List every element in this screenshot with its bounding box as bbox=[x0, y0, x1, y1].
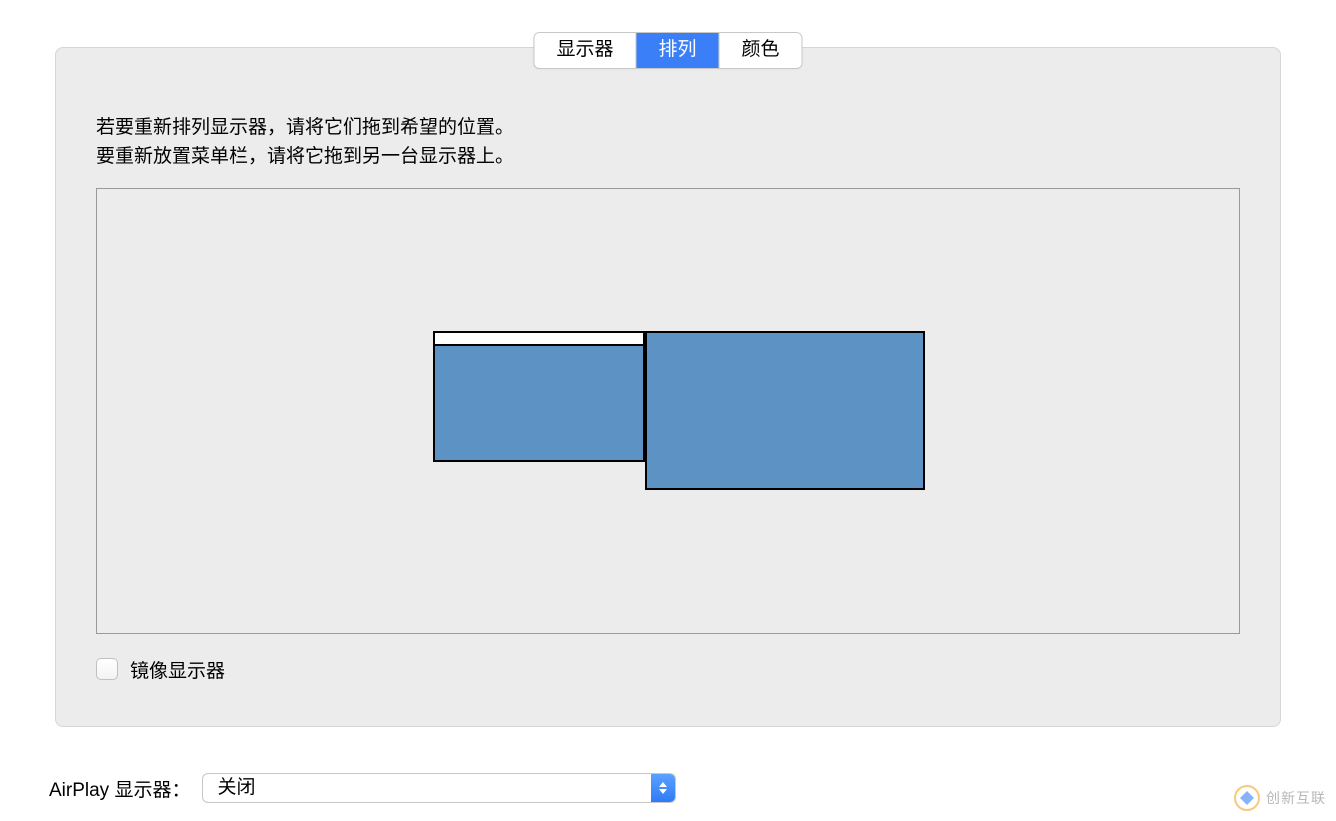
display-1[interactable] bbox=[433, 331, 645, 462]
airplay-label: AirPlay 显示器： bbox=[49, 775, 190, 802]
airplay-dropdown-button[interactable] bbox=[651, 774, 675, 802]
instruction-line-2: 要重新放置菜单栏，请将它拖到另一台显示器上。 bbox=[96, 142, 1240, 171]
mirror-displays-label: 镜像显示器 bbox=[130, 656, 225, 683]
arrangement-area[interactable] bbox=[96, 188, 1240, 634]
watermark: 创新互联 bbox=[1234, 785, 1326, 811]
tab-display[interactable]: 显示器 bbox=[534, 33, 636, 68]
chevron-up-icon bbox=[659, 782, 667, 787]
airplay-dropdown-value: 关闭 bbox=[203, 774, 651, 802]
watermark-text: 创新互联 bbox=[1266, 788, 1326, 808]
chevron-down-icon bbox=[659, 789, 667, 794]
airplay-dropdown[interactable]: 关闭 bbox=[202, 773, 676, 803]
display-2[interactable] bbox=[645, 331, 925, 490]
tab-bar: 显示器 排列 颜色 bbox=[533, 32, 802, 69]
tab-arrangement[interactable]: 排列 bbox=[636, 33, 719, 68]
mirror-displays-checkbox[interactable] bbox=[96, 658, 118, 680]
instructions: 若要重新排列显示器，请将它们拖到希望的位置。 要重新放置菜单栏，请将它拖到另一台… bbox=[96, 113, 1240, 172]
watermark-logo-icon bbox=[1234, 785, 1260, 811]
mirror-displays-row: 镜像显示器 bbox=[96, 656, 1240, 683]
menu-bar-strip[interactable] bbox=[435, 333, 643, 346]
instruction-line-1: 若要重新排列显示器，请将它们拖到希望的位置。 bbox=[96, 113, 1240, 142]
preferences-panel: 若要重新排列显示器，请将它们拖到希望的位置。 要重新放置菜单栏，请将它拖到另一台… bbox=[55, 47, 1281, 727]
tab-color[interactable]: 颜色 bbox=[720, 33, 802, 68]
airplay-row: AirPlay 显示器： 关闭 bbox=[49, 773, 676, 803]
